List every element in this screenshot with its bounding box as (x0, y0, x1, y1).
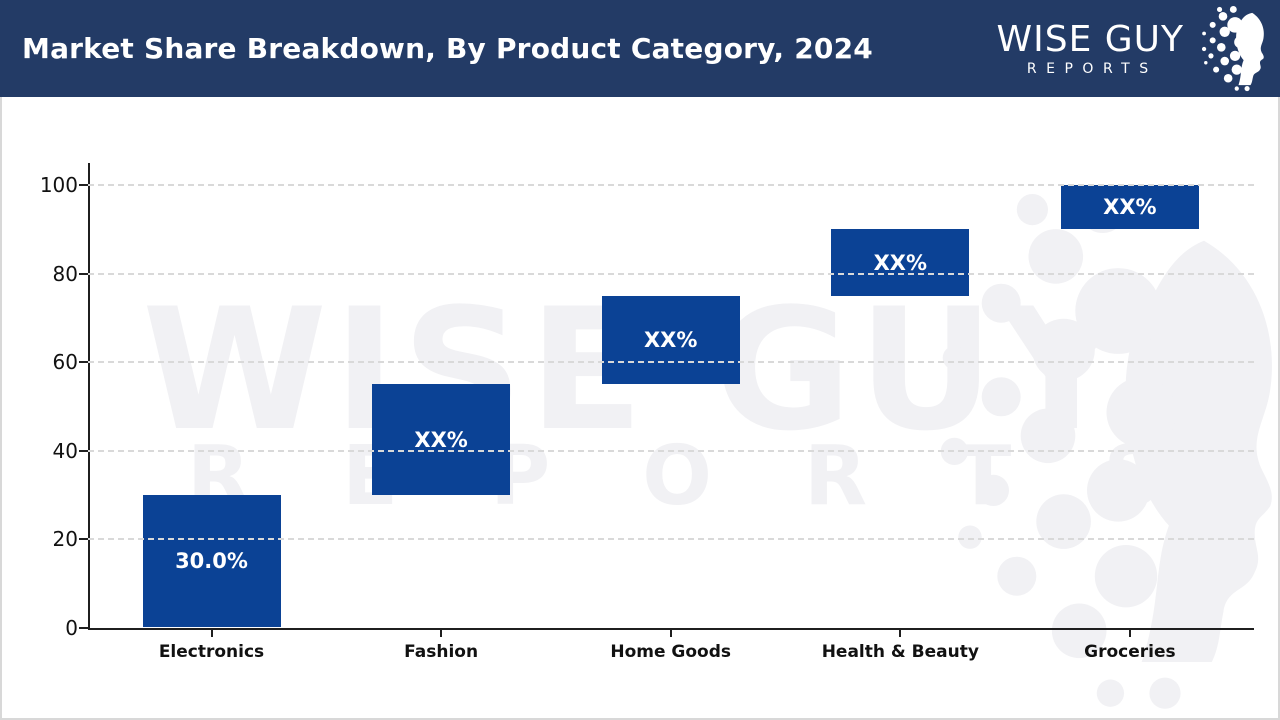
brand-wordmark-line2: REPORTS (1026, 60, 1158, 77)
y-tick-label: 100 (39, 173, 78, 198)
bar-value-label: XX% (643, 327, 698, 352)
x-tick-mark (1128, 627, 1131, 637)
y-tick-label: 80 (52, 261, 78, 286)
x-axis (88, 627, 1254, 630)
bar-electronics: 30.0% (142, 494, 281, 628)
watermark-head-icon (940, 187, 1272, 709)
gridline (88, 272, 1254, 275)
y-tick-label: 40 (52, 438, 78, 463)
x-tick-label: Fashion (404, 641, 479, 662)
x-tick-mark (440, 627, 443, 637)
page-title: Market Share Breakdown, By Product Categ… (22, 32, 873, 65)
x-tick-label: Electronics (158, 641, 265, 662)
brand-wordmark-line1: WISE GUY (996, 18, 1184, 60)
x-tick-mark (669, 627, 672, 637)
gridline (88, 449, 1254, 452)
bar-fashion: XX% (372, 384, 511, 495)
bar-value-label: XX% (873, 250, 928, 275)
x-tick-label: Home Goods (610, 641, 732, 662)
y-tick-mark (79, 272, 88, 275)
brand-logo: WISE GUY REPORTS (996, 5, 1267, 92)
x-tick-mark (899, 627, 902, 637)
bar-value-label: 30.0% (175, 549, 248, 574)
y-tick-mark (79, 626, 88, 629)
y-tick-label: 60 (52, 350, 78, 375)
gridline (88, 538, 1254, 541)
x-tick-mark (210, 627, 213, 637)
header-bar: Market Share Breakdown, By Product Categ… (0, 0, 1280, 97)
y-tick-label: 0 (65, 615, 78, 640)
x-tick-label: Groceries (1084, 641, 1176, 662)
x-tick-label: Health & Beauty (821, 641, 979, 662)
gridline (88, 184, 1254, 187)
bar-health-beauty: XX% (831, 229, 970, 296)
bar-value-label: XX% (1103, 195, 1157, 220)
brand-wordmark: WISE GUY REPORTS (996, 18, 1185, 77)
bar-home-goods: XX% (601, 295, 740, 385)
y-axis (88, 163, 90, 630)
y-tick-mark (79, 184, 88, 187)
bar-groceries: XX% (1060, 185, 1199, 230)
y-tick-label: 20 (52, 527, 78, 552)
dotted-head-icon (1201, 5, 1264, 91)
y-tick-mark (79, 361, 88, 364)
bar-value-label: XX% (414, 427, 468, 452)
y-tick-mark (79, 449, 88, 452)
y-tick-mark (79, 538, 88, 541)
gridline (88, 361, 1254, 364)
